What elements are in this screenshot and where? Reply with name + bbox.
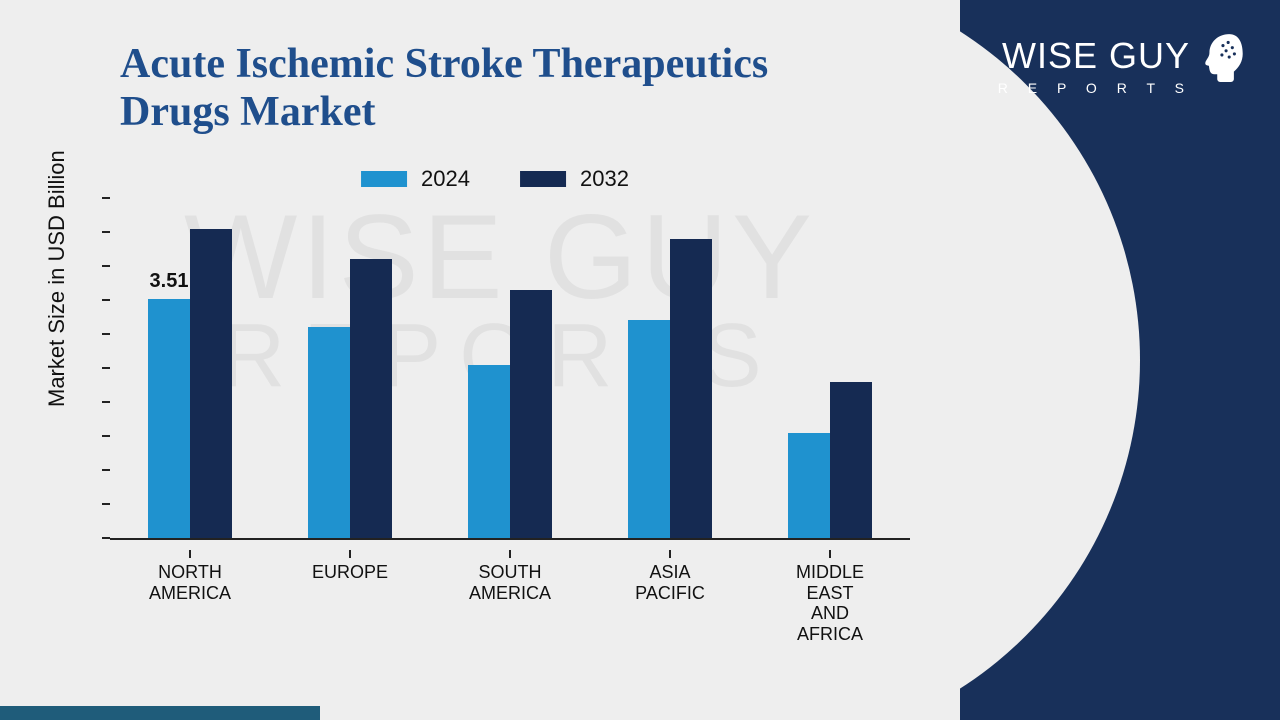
bar bbox=[308, 327, 350, 538]
y-tick bbox=[102, 265, 110, 267]
bar-group bbox=[765, 200, 895, 538]
x-label: ASIAPACIFIC bbox=[605, 544, 735, 645]
y-tick bbox=[102, 231, 110, 233]
bar-group bbox=[605, 200, 735, 538]
bar bbox=[148, 299, 190, 538]
x-tick bbox=[349, 550, 351, 558]
y-tick bbox=[102, 299, 110, 301]
brand-logo: WISE GUY R E P O R T S bbox=[990, 30, 1250, 96]
y-tick bbox=[102, 435, 110, 437]
legend-label: 2032 bbox=[580, 166, 629, 192]
bar bbox=[788, 433, 830, 538]
legend: 2024 2032 bbox=[361, 166, 629, 192]
x-label: MIDDLEEASTANDAFRICA bbox=[765, 544, 895, 645]
bar bbox=[670, 239, 712, 538]
y-tick bbox=[102, 469, 110, 471]
y-tick bbox=[102, 401, 110, 403]
legend-item-2032: 2032 bbox=[520, 166, 629, 192]
bar-groups bbox=[110, 200, 910, 538]
bar-group bbox=[285, 200, 415, 538]
x-tick bbox=[669, 550, 671, 558]
x-label: SOUTHAMERICA bbox=[445, 544, 575, 645]
canvas: WISE GUY REPORTS Acute Ischemic Stroke T… bbox=[0, 0, 1280, 720]
bar-chart: 20242032 Market Size in USD Billion 3.51… bbox=[80, 170, 910, 650]
value-label: 3.51 bbox=[150, 270, 189, 293]
y-tick bbox=[102, 367, 110, 369]
legend-swatch bbox=[361, 171, 407, 187]
brand-subtitle: R E P O R T S bbox=[990, 80, 1192, 96]
x-label: EUROPE bbox=[285, 544, 415, 645]
bar bbox=[190, 229, 232, 538]
bar-group bbox=[125, 200, 255, 538]
y-tick bbox=[102, 503, 110, 505]
x-label: NORTHAMERICA bbox=[125, 544, 255, 645]
bar bbox=[830, 382, 872, 538]
x-tick bbox=[189, 550, 191, 558]
bar-group bbox=[445, 200, 575, 538]
y-tick bbox=[102, 333, 110, 335]
bar bbox=[350, 259, 392, 538]
bottom-accent-bar bbox=[0, 706, 320, 720]
x-tick bbox=[509, 550, 511, 558]
y-tick bbox=[102, 197, 110, 199]
y-axis-label: Market Size in USD Billion bbox=[44, 150, 70, 407]
bar bbox=[468, 365, 510, 538]
chart-title: Acute Ischemic Stroke Therapeutics Drugs… bbox=[120, 40, 840, 137]
legend-swatch bbox=[520, 171, 566, 187]
head-icon bbox=[1198, 30, 1250, 82]
legend-item-2024: 2024 bbox=[361, 166, 470, 192]
plot-area: 3.51 bbox=[110, 200, 910, 540]
x-tick bbox=[829, 550, 831, 558]
brand-name: WISE GUY bbox=[1002, 35, 1190, 77]
x-axis-labels: NORTHAMERICA EUROPE SOUTHAMERICA ASIAPACIFI… bbox=[110, 544, 910, 645]
bar bbox=[628, 320, 670, 538]
bar bbox=[510, 290, 552, 538]
legend-label: 2024 bbox=[421, 166, 470, 192]
y-tick bbox=[102, 537, 110, 539]
